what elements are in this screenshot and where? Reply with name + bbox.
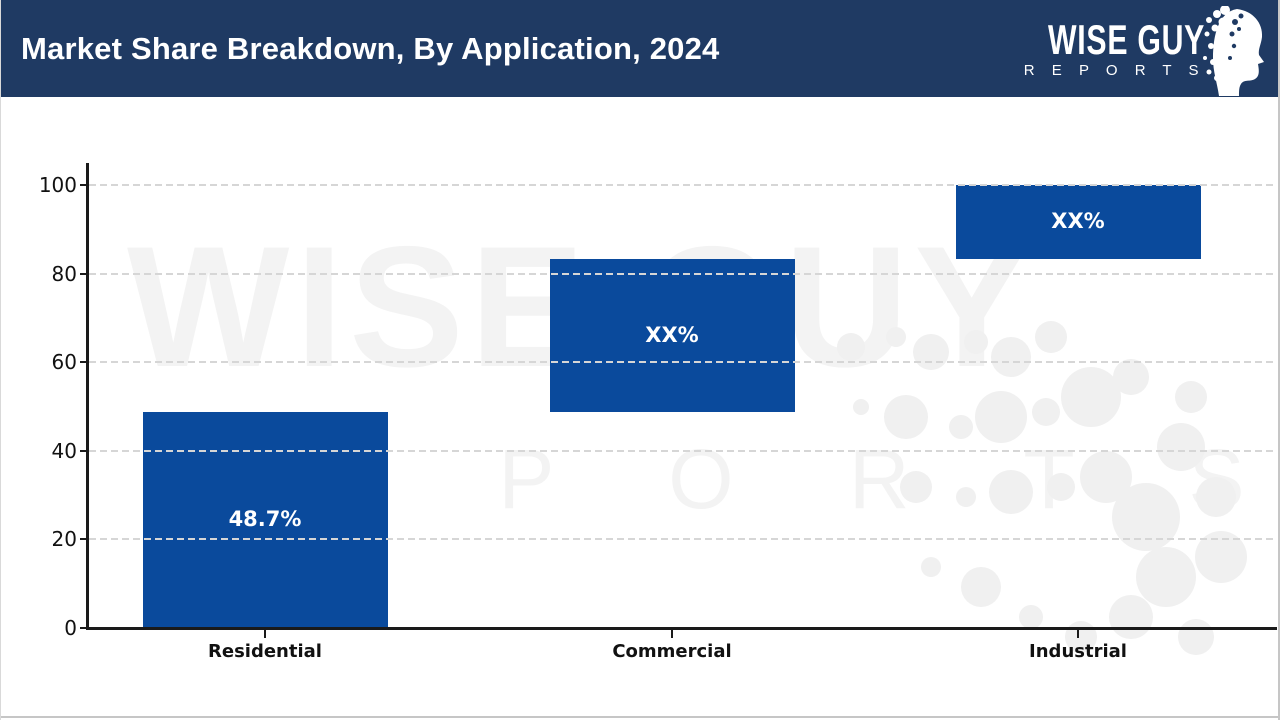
header-band: Market Share Breakdown, By Application, …: [1, 0, 1278, 97]
y-tick-0: [80, 627, 88, 629]
watermark-head-icon: [837, 321, 1247, 655]
y-tick-100: [80, 184, 88, 187]
y-tick-label-20: 20: [51, 527, 77, 552]
y-tick-label-0: 0: [64, 616, 77, 640]
x-label-residential: Residential: [208, 641, 322, 662]
logo-wordmark: WISE GUY: [1048, 16, 1205, 63]
bar-value-label: XX%: [1051, 209, 1105, 234]
logo-text: WISE GUY R E P O R T S: [987, 16, 1205, 80]
chart-title: Market Share Breakdown, By Application, …: [21, 30, 720, 66]
gridline-80: [89, 272, 1277, 275]
y-tick-label-80: 80: [51, 261, 77, 286]
logo-head-icon: [1203, 6, 1264, 96]
y-tick-label-40: 40: [51, 438, 77, 463]
x-axis-spine: [86, 627, 1277, 630]
x-label-commercial: Commercial: [612, 641, 732, 662]
x-tick-industrial: [1077, 629, 1079, 638]
bar-value-label: XX%: [645, 322, 699, 347]
x-tick-residential: [264, 629, 266, 638]
bar-residential: [142, 412, 388, 628]
wiseguy-logo: WISE GUY R E P O R T S: [1017, 4, 1267, 96]
y-tick-label-60: 60: [51, 350, 77, 375]
gridline-40: [89, 449, 1277, 452]
page-bottom-border: [1, 716, 1278, 718]
y-tick-20: [80, 538, 88, 541]
gridline-20: [89, 538, 1277, 541]
y-tick-40: [80, 449, 88, 452]
x-tick-commercial: [671, 629, 673, 638]
gridline-100: [89, 184, 1277, 187]
x-label-industrial: Industrial: [1029, 641, 1127, 662]
y-tick-80: [80, 272, 88, 275]
bar-value-label: 48.7%: [228, 507, 302, 532]
gridline-60: [89, 361, 1277, 364]
y-tick-60: [80, 361, 88, 364]
y-tick-label-100: 100: [38, 173, 77, 198]
logo-subtitle: R E P O R T S: [1023, 62, 1205, 79]
bar-commercial: [549, 259, 795, 413]
y-axis-spine: [86, 163, 89, 630]
bar-industrial: [955, 185, 1201, 260]
